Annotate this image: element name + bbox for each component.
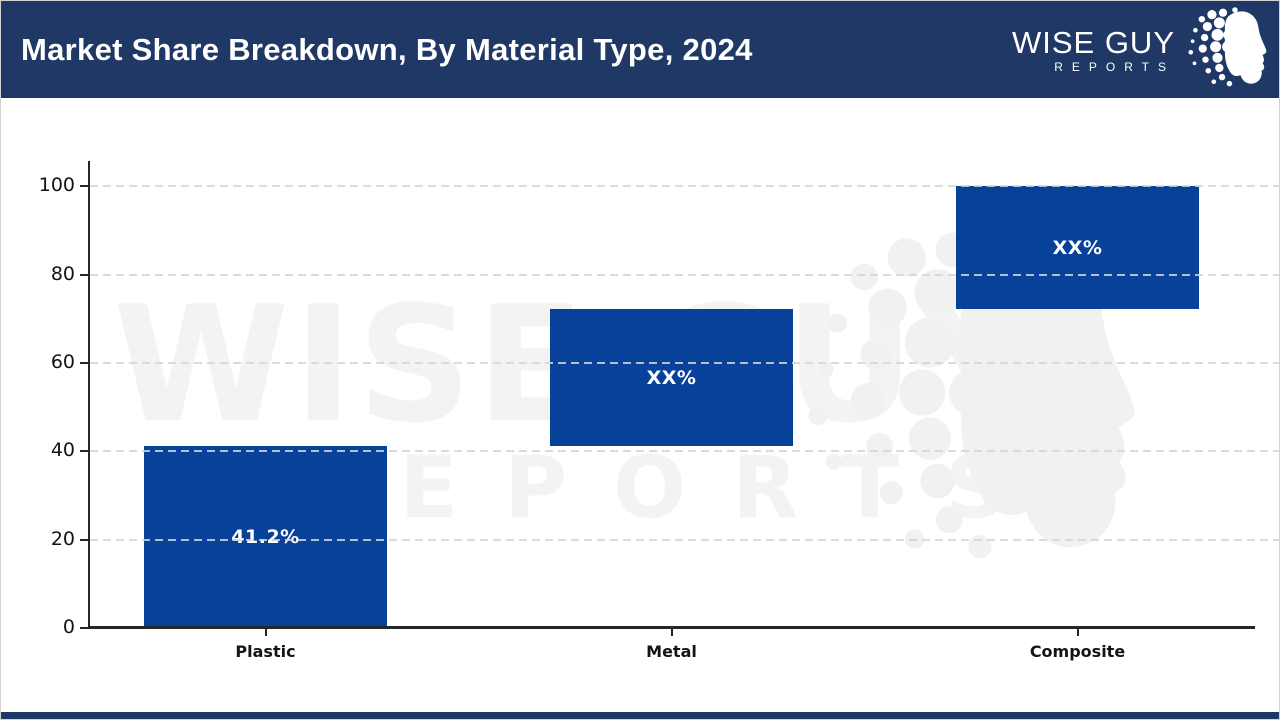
x-axis-line [88,626,1255,629]
footer-bar [1,712,1279,719]
y-tick-label: 40 [50,439,75,462]
y-tick-mark [80,627,88,629]
y-tick-mark [80,273,88,276]
x-tick-mark [1076,629,1079,636]
y-tick-label: 0 [62,616,75,638]
logo-subtitle: REPORTS [1054,59,1175,74]
bar-plastic: 41.2% [144,446,387,628]
x-category-label: Metal [646,642,697,661]
bar-value-label: XX% [1052,236,1103,259]
gridline-y-100 [90,185,1279,188]
header-bar: Market Share Breakdown, By Material Type… [1,1,1279,98]
y-tick-mark [80,185,88,188]
logo-text: WISE GUY REPORTS [1012,27,1175,73]
dotted-face-profile-icon [1177,6,1269,94]
x-category-label: Composite [1029,642,1126,661]
bar-metal: XX% [550,309,793,447]
y-tick-mark [80,362,88,365]
gridline-y-20 [90,538,1279,541]
x-tick-mark [264,629,267,636]
gridline-y-40 [90,450,1279,453]
y-tick-label: 60 [50,351,75,374]
gridline-y-60 [90,362,1279,365]
y-axis-spine [88,161,90,628]
gridline-y-80 [90,273,1279,276]
y-tick-mark [80,538,88,541]
bar-value-label: XX% [646,366,697,389]
wise-guy-reports-logo: WISE GUY REPORTS [1012,6,1269,94]
y-tick-label: 100 [38,174,75,197]
logo-wordmark: WISE GUY [1011,24,1175,60]
y-tick-label: 20 [50,527,75,550]
x-category-label: Plastic [235,642,296,661]
chart-title: Market Share Breakdown, By Material Type… [21,31,753,67]
y-tick-mark [80,450,88,453]
bar-composite: XX% [956,186,1199,310]
bar-value-label: 41.2% [231,526,300,549]
x-tick-mark [670,629,673,636]
y-tick-label: 80 [50,262,75,285]
